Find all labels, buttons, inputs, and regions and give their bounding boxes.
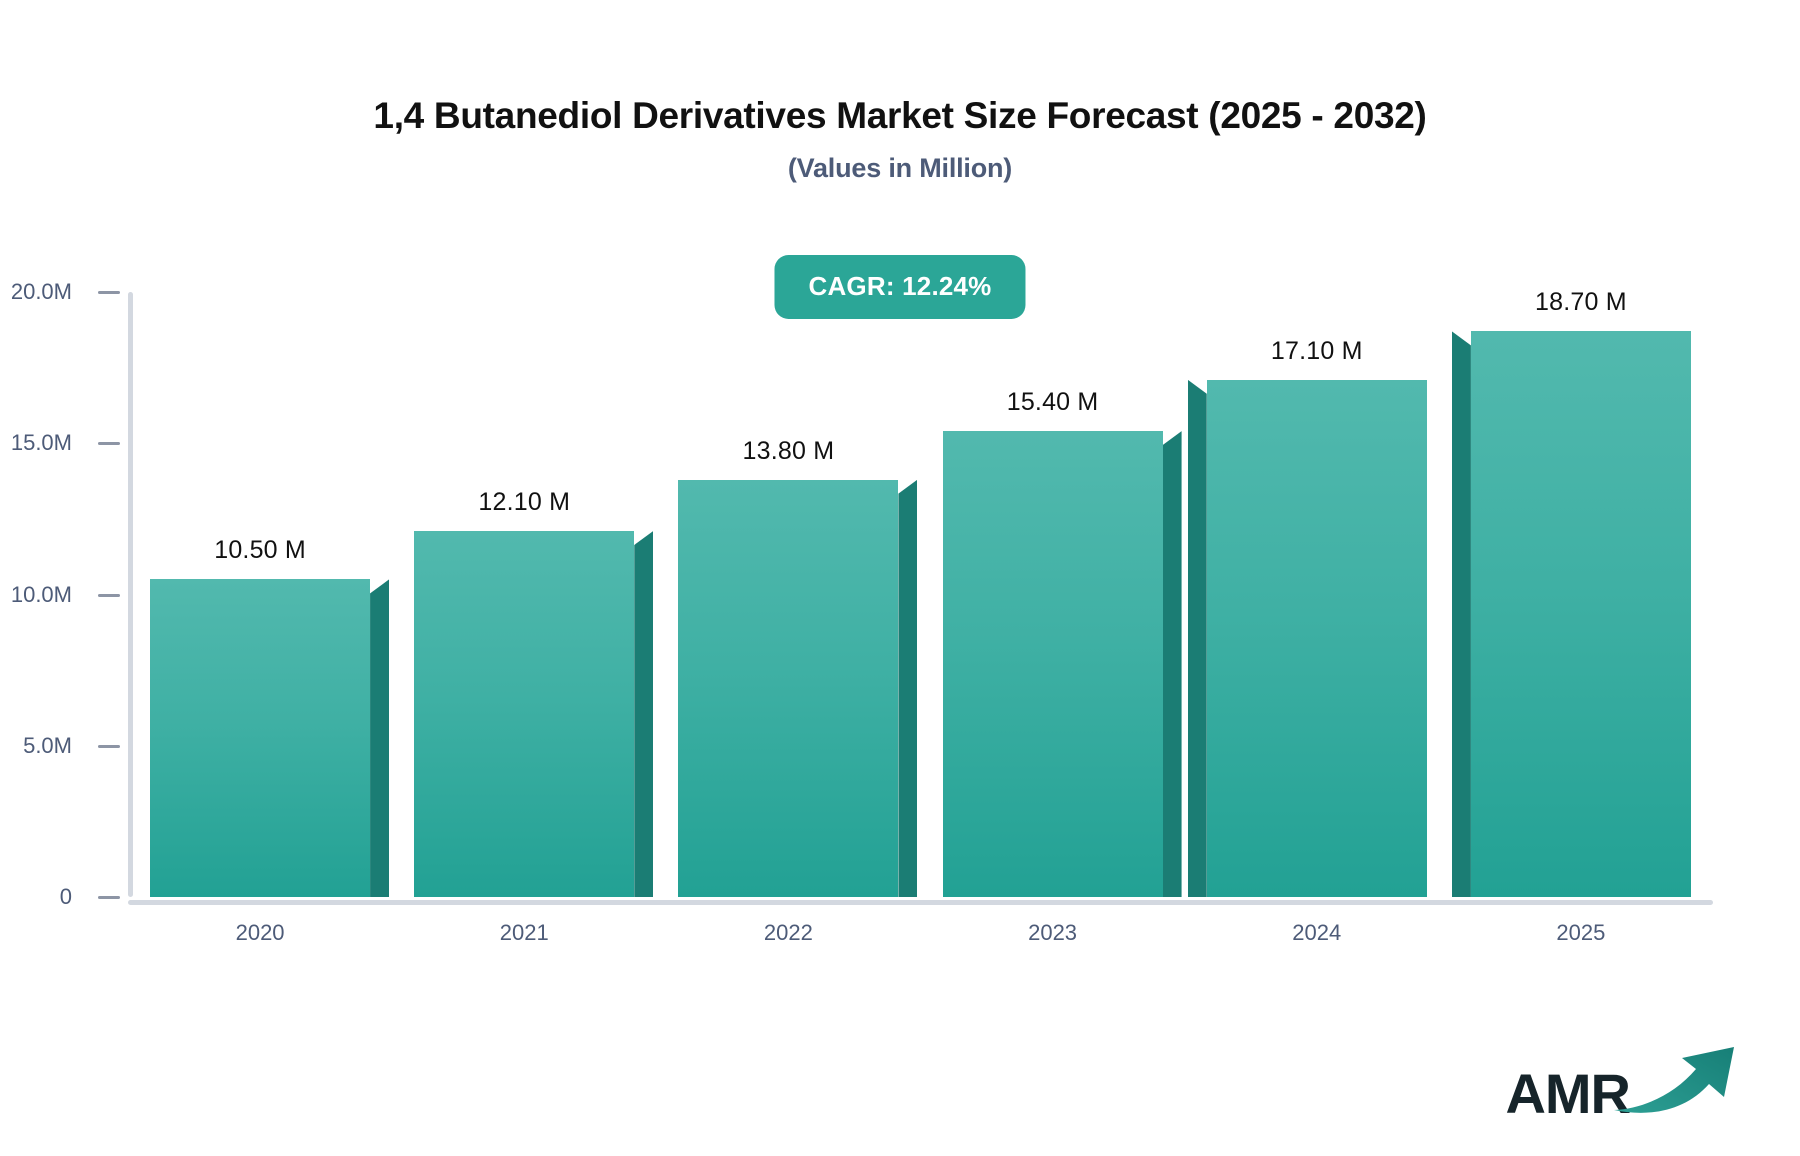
bar-value-label: 10.50 M — [214, 536, 306, 565]
bar-face — [1206, 379, 1427, 897]
plot-area: 10.50 M 12.10 M 13.80 M 15.40 M 17.10 M 18.70… — [128, 288, 1713, 905]
x-axis-tick-label: 2025 — [1556, 920, 1606, 945]
x-axis-tick-label: 2024 — [1292, 920, 1342, 945]
x-axis-tick-label: 2023 — [1028, 920, 1078, 945]
bar-value-label: 13.80 M — [742, 436, 835, 465]
chart-subtitle: (Values in Million) — [787, 152, 1013, 183]
bar[interactable]: 13.80 M — [678, 437, 918, 897]
y-axis-line — [128, 292, 133, 897]
bar-face — [1470, 331, 1691, 897]
title-block: 1,4 Butanediol Derivatives Market Size F… — [0, 95, 1800, 184]
bar-face — [150, 579, 371, 897]
x-axis-line — [128, 900, 1713, 905]
x-axis-tick-label: 2022 — [763, 920, 813, 945]
bar-side-face — [1162, 431, 1182, 897]
y-axis-tick-mark — [98, 744, 120, 748]
x-axis-tick-label: 2020 — [235, 920, 285, 945]
bar-side-face — [634, 530, 654, 897]
bars-layer: 10.50 M 12.10 M 13.80 M 15.40 M 17.10 M 18.70… — [128, 288, 1713, 897]
y-axis-tick-mark — [98, 896, 120, 899]
page-title: 1,4 Butanediol Derivatives Market Size F… — [373, 95, 1427, 136]
y-axis-tick-label: 5.0M — [23, 732, 72, 758]
bar-value-label: 17.10 M — [1270, 336, 1363, 365]
bar-side-face — [1187, 379, 1207, 897]
bar[interactable]: 12.10 M — [414, 488, 654, 897]
bar-face — [942, 431, 1163, 897]
bar[interactable]: 17.10 M — [1187, 337, 1427, 897]
bar-value-label: 18.70 M — [1535, 288, 1627, 317]
y-axis-tick-label: 10.0M — [10, 581, 72, 607]
bar-value-label: 12.10 M — [478, 487, 571, 516]
bar[interactable]: 10.50 M — [150, 536, 390, 897]
y-axis-tick-label: 15.0M — [10, 430, 72, 456]
bar[interactable]: 18.70 M — [1451, 288, 1691, 897]
bar-side-face — [1451, 331, 1471, 897]
y-axis-tick-mark — [98, 291, 120, 294]
cagr-badge: CAGR: 12.24% — [774, 255, 1026, 319]
y-axis-tick-label: 20.0M — [10, 279, 72, 304]
x-axis-tick-label: 2021 — [499, 920, 549, 945]
bar-face — [678, 479, 899, 897]
growth-arrow-icon — [1612, 1039, 1744, 1120]
y-axis-tick-mark — [98, 593, 120, 597]
bar-value-label: 15.40 M — [1006, 388, 1099, 417]
y-axis-tick-mark — [98, 442, 120, 446]
bar[interactable]: 15.40 M — [942, 388, 1182, 897]
bar-face — [414, 530, 635, 897]
y-axis-tick-label: 0 — [59, 884, 72, 909]
amr-logo: AMR — [1505, 1042, 1744, 1122]
bar-side-face — [898, 479, 918, 897]
logo-text: AMR — [1505, 1062, 1631, 1125]
bar-side-face — [370, 579, 390, 897]
